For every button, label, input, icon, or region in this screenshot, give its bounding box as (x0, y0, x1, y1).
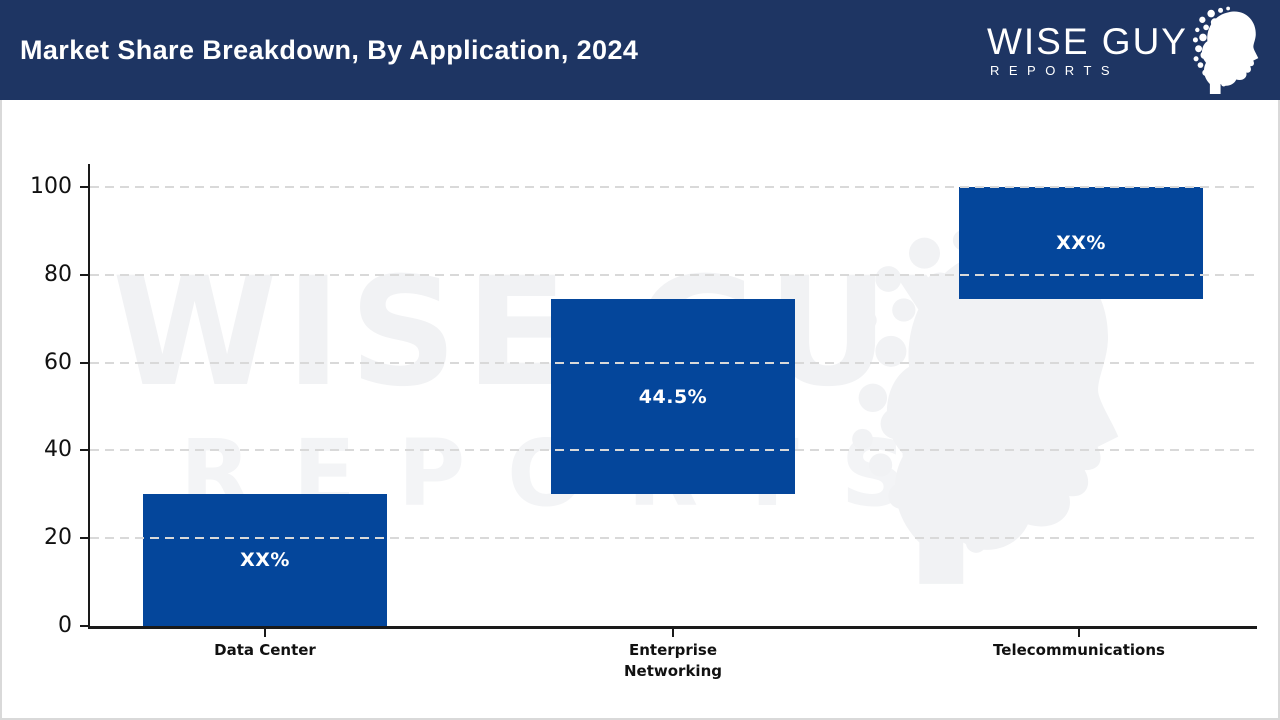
y-tick-mark (80, 537, 88, 540)
y-axis: 0 20 40 60 80 100 (2, 174, 90, 638)
bar-value-label: XX% (240, 549, 290, 572)
x-axis-line (88, 626, 1257, 629)
gridline (90, 186, 1255, 188)
gridline (90, 361, 1255, 364)
x-tick-mark (1078, 629, 1080, 637)
logo-subtext: REPORTS (989, 62, 1120, 78)
y-tick-label: 40 (44, 437, 72, 463)
header: Market Share Breakdown, By Application, … (0, 0, 1280, 100)
x-category-label: Telecommunications (993, 641, 1165, 659)
bar-telecommunications: XX% (959, 187, 1203, 299)
plot-area: XX% 44.5% XX% (90, 186, 1255, 626)
x-tick-mark (264, 629, 266, 637)
x-tick-mark (672, 629, 674, 637)
y-tick-label: 20 (44, 525, 72, 551)
bar-value-label: 44.5% (638, 385, 708, 408)
face-profile-icon (1192, 6, 1259, 94)
gridline (90, 273, 1255, 276)
gridline (90, 449, 1255, 452)
logo-wordmark: WISE GUY (986, 20, 1188, 62)
bar-data-center: XX% (143, 494, 387, 626)
y-tick-label: 0 (58, 613, 72, 638)
y-tick-mark (80, 186, 88, 188)
gridline (90, 537, 1255, 540)
y-tick-mark (80, 361, 88, 364)
y-tick-label: 60 (44, 349, 72, 375)
logo: WISE GUY REPORTS (987, 6, 1268, 94)
y-tick-mark (80, 449, 88, 452)
page-title: Market Share Breakdown, By Application, … (20, 34, 639, 65)
y-axis-line (88, 164, 90, 628)
y-tick-mark (80, 273, 88, 276)
bar-enterprise-networking: 44.5% (551, 298, 795, 495)
x-category-label: Enterprise Networking (624, 641, 722, 680)
x-category-label: Data Center (214, 641, 316, 659)
y-tick-mark (80, 625, 88, 627)
bar-value-label: XX% (1056, 231, 1106, 254)
logo-text: WISE GUY REPORTS (987, 23, 1188, 78)
y-tick-label: 100 (30, 174, 72, 199)
y-tick-label: 80 (44, 261, 72, 287)
